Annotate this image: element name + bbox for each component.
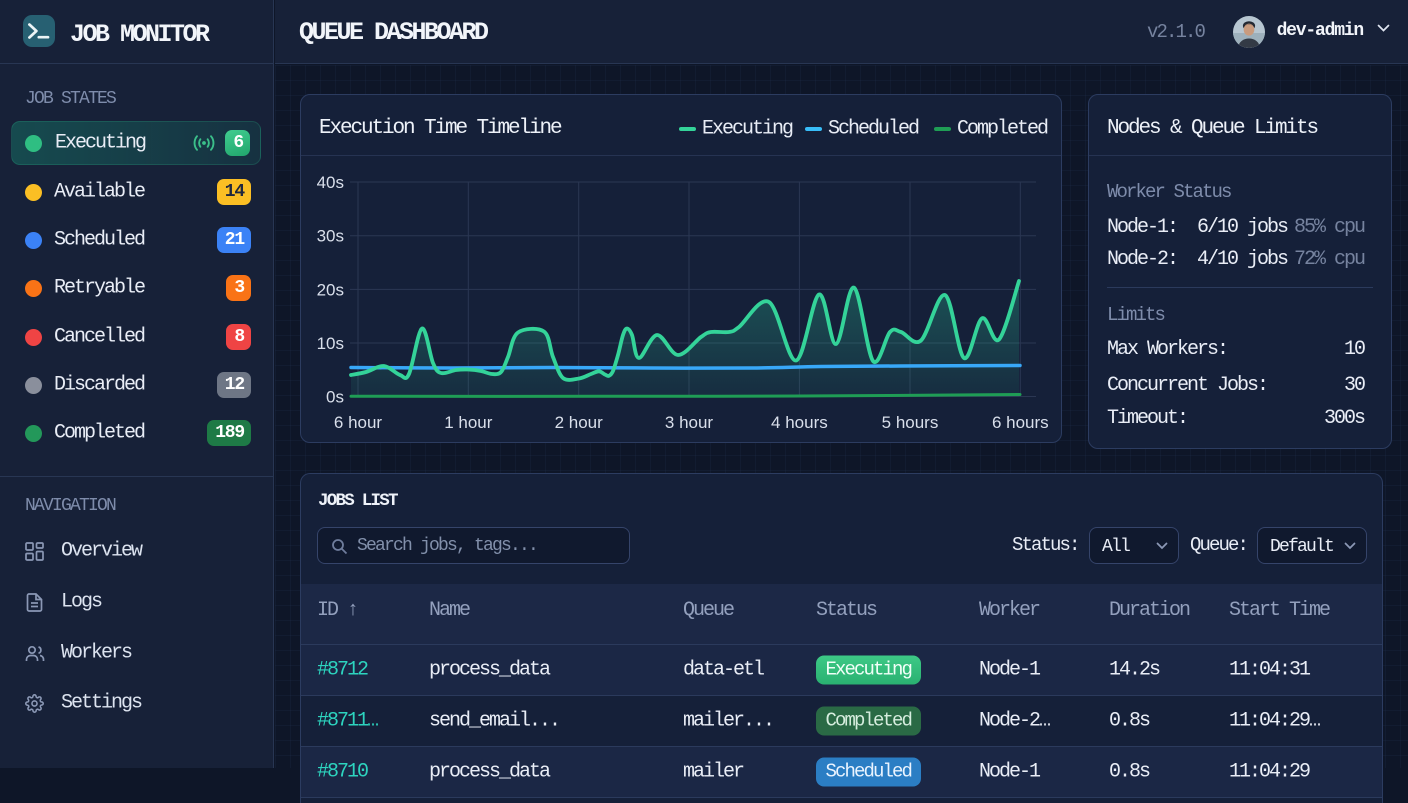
svg-text:0s: 0s [326,388,344,407]
svg-text:30s: 30s [317,227,344,246]
svg-text:10s: 10s [317,334,344,353]
svg-text:6 hours: 6 hours [992,413,1049,432]
svg-text:6 hour: 6 hour [334,413,383,432]
svg-text:20s: 20s [317,280,344,299]
svg-text:40s: 40s [317,173,344,192]
svg-text:5 hours: 5 hours [882,413,939,432]
svg-text:3 hour: 3 hour [665,413,714,432]
svg-text:4 hours: 4 hours [771,413,828,432]
svg-text:2 hour: 2 hour [555,413,604,432]
svg-text:1 hour: 1 hour [444,413,493,432]
